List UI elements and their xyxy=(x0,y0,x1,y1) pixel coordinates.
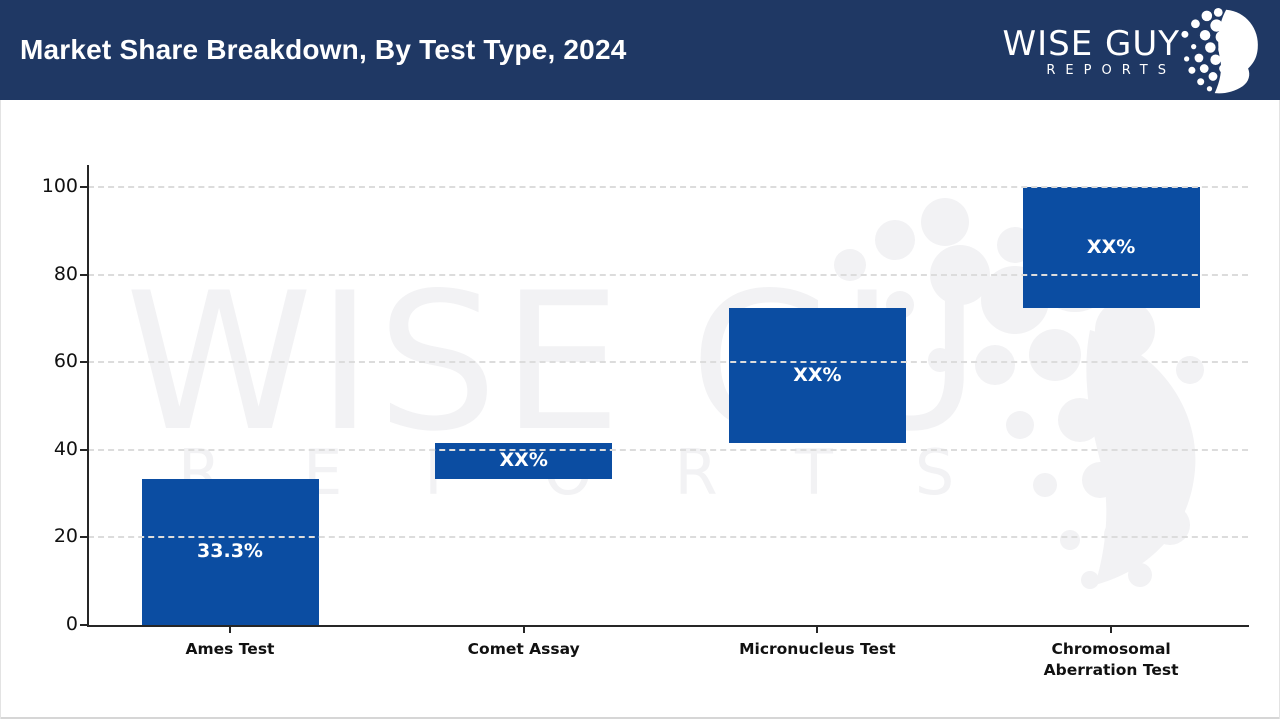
logo-face-icon xyxy=(1181,8,1258,94)
bar-value-label: XX% xyxy=(499,449,548,472)
x-tick-mark xyxy=(229,627,231,633)
gridline-80 xyxy=(88,273,1248,276)
y-tick-mark xyxy=(80,186,88,188)
brand-logo: WISE GUY REPORTS xyxy=(1002,0,1268,100)
logo-subtext: REPORTS xyxy=(1046,63,1176,78)
bar-value-label: 33.3% xyxy=(197,540,263,563)
y-tick-mark xyxy=(80,448,88,451)
x-axis-line xyxy=(87,625,1249,627)
y-tick-label: 40 xyxy=(53,437,78,460)
bottom-border xyxy=(0,717,1280,719)
x-tick-mark xyxy=(816,627,819,633)
waterfall-chart: 0 20 40 60 80 100 33.3% Ames Test XX% Comet Assay… xyxy=(0,100,1280,720)
y-axis-line xyxy=(87,165,89,627)
y-tick-mark xyxy=(80,536,88,539)
bar-3 xyxy=(728,308,906,444)
header-bar: Market Share Breakdown, By Test Type, 20… xyxy=(0,0,1280,100)
left-border xyxy=(0,100,1,719)
x-category-label: Ames Test xyxy=(185,640,275,658)
x-category-label: Comet Assay xyxy=(467,640,580,658)
x-category-label: Chromosomal Aberration Test xyxy=(1043,640,1179,679)
bar-value-label: XX% xyxy=(1086,235,1136,258)
y-tick-label: 20 xyxy=(53,525,78,548)
y-tick-mark xyxy=(80,624,88,626)
gridline-100 xyxy=(88,186,1248,188)
y-tick-label: 100 xyxy=(41,175,78,197)
gridline-40 xyxy=(88,448,1248,451)
y-tick-mark xyxy=(80,361,88,364)
y-tick-label: 0 xyxy=(65,613,78,635)
logo-wordmark: WISE GUY xyxy=(1002,24,1180,64)
y-tick-mark xyxy=(80,273,88,276)
gridline-20 xyxy=(88,536,1248,539)
page-title: Market Share Breakdown, By Test Type, 20… xyxy=(20,34,627,65)
x-tick-mark xyxy=(1110,627,1113,633)
bar-1 xyxy=(141,479,319,625)
bar-value-label: XX% xyxy=(793,363,842,386)
gridline-60 xyxy=(88,361,1248,364)
y-tick-label: 80 xyxy=(53,262,78,285)
bar-4 xyxy=(1022,187,1200,309)
y-tick-label: 60 xyxy=(53,350,78,373)
x-tick-mark xyxy=(522,627,525,633)
x-category-label: Micronucleus Test xyxy=(739,640,896,658)
